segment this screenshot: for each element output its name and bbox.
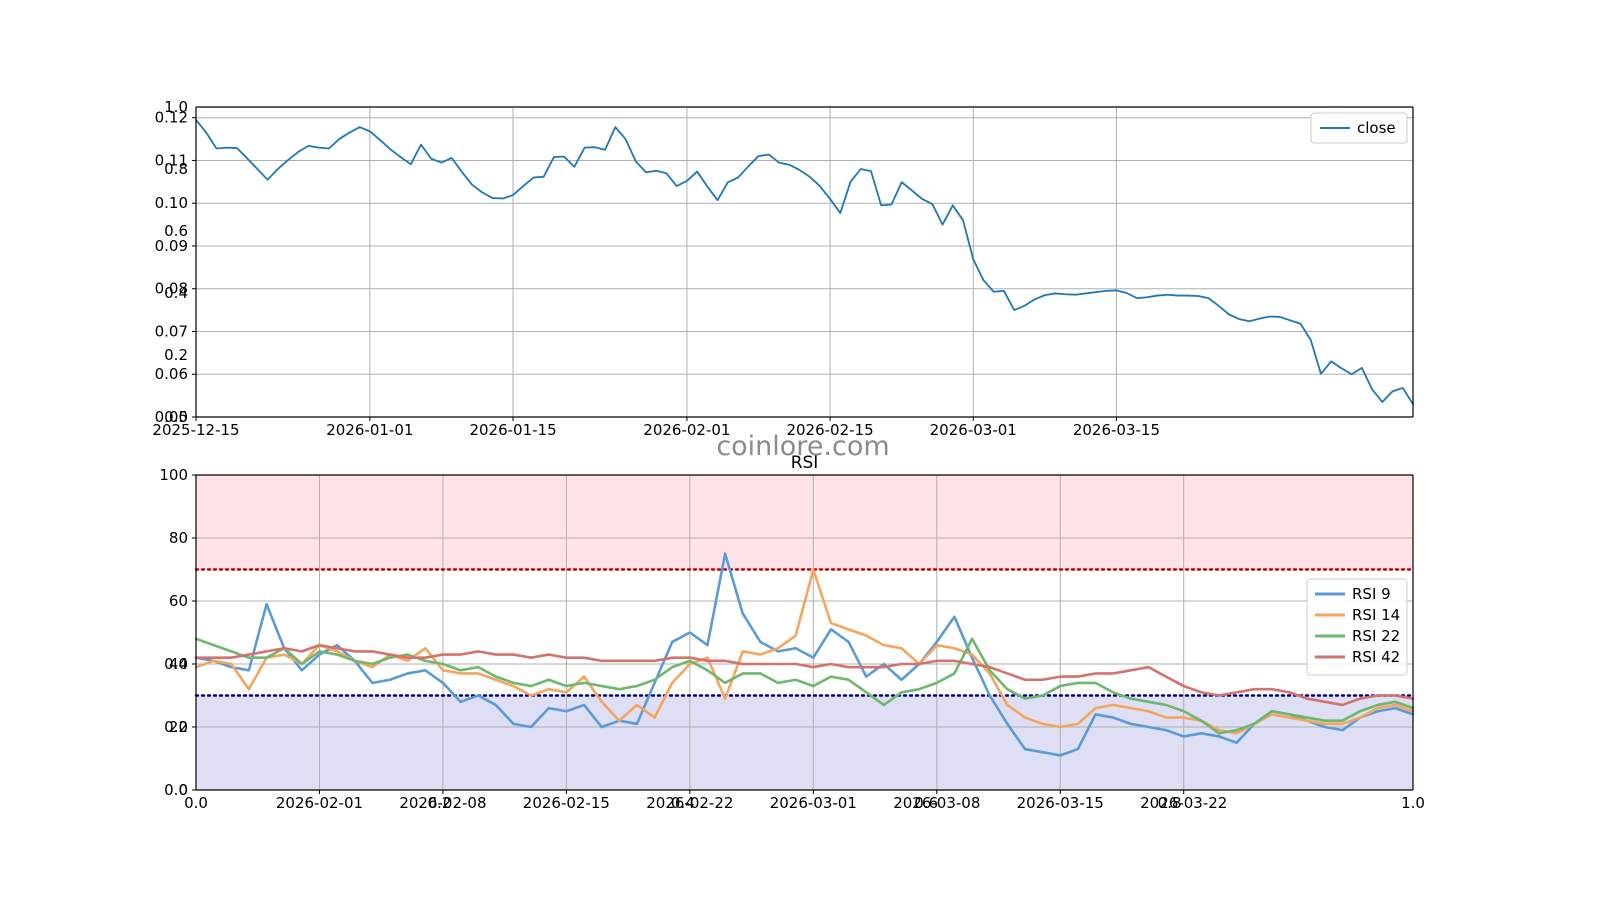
rsi-series-rsi-9 [194, 552, 1415, 757]
rsi-legend: RSI 9 RSI 14 RSI 22 RSI 42 [1306, 578, 1408, 676]
price-ytick-label: 0.10 [155, 194, 188, 212]
rsi-xtick-label: 2026-02-01 [276, 794, 363, 812]
price-ytick-overlay-label: 0.6 [164, 222, 188, 240]
rsi-overbought-band [196, 475, 1413, 570]
price-xtick-label: 2026-02-15 [786, 421, 873, 439]
price-ytick-overlay-label: 0.4 [164, 284, 188, 302]
price-plot-area [196, 107, 1413, 417]
price-chart-panel: 0.05 0.06 0.07 0.08 0.09 0.10 0.11 0.12 0.0 0.2 0.… [152, 98, 1414, 439]
rsi-xtick-overlay-label: 1.0 [1401, 794, 1425, 812]
price-ytick-label: 0.11 [155, 151, 188, 169]
rsi-ytick-overlay-label: 0.0 [164, 781, 188, 799]
rsi-legend-label-0: RSI 9 [1352, 585, 1391, 603]
price-ytick-label: 0.12 [155, 109, 188, 127]
price-legend-label: close [1357, 119, 1396, 137]
rsi-xtick-label: 2026-03-15 [1017, 794, 1104, 812]
rsi-series-rsi-42 [194, 643, 1415, 707]
rsi-ytick-label: 60 [169, 592, 188, 610]
rsi-ytick-overlay-label: 0.4 [164, 655, 188, 673]
rsi-xtick-label: 2026-02-08 [399, 794, 486, 812]
rsi-ytick-overlay-label: 0.2 [164, 718, 188, 736]
rsi-legend-label-1: RSI 14 [1352, 606, 1400, 624]
price-xtick-label: 2026-01-01 [326, 421, 413, 439]
price-ytick-overlay-label: 0.2 [164, 346, 188, 364]
rsi-ytick-label: 0 [178, 781, 188, 799]
price-xtick-label: 2026-01-15 [469, 421, 556, 439]
price-ytick-overlay-label: 0.8 [164, 160, 188, 178]
price-ytick-overlay-label: 1.0 [164, 98, 188, 116]
watermark-label: coinlore.com [716, 431, 889, 462]
price-ytick-label: 0.09 [155, 237, 188, 255]
rsi-xtick-overlay-label: 0.6 [914, 794, 938, 812]
price-series-close [195, 118, 1414, 406]
price-ytick-label: 0.08 [155, 280, 188, 298]
rsi-ytick-label: 100 [159, 466, 188, 484]
price-xtick-label: 2026-03-01 [930, 421, 1017, 439]
rsi-chart-panel: 0 20 40 60 80 100 0.0 0.2 0.4 2026-02-01 2026-02-0… [159, 453, 1425, 812]
rsi-legend-label-3: RSI 42 [1352, 648, 1400, 666]
rsi-oversold-band [196, 695, 1413, 790]
rsi-xtick-overlay-label: 0.0 [184, 794, 208, 812]
price-ytick-label: 0.07 [155, 322, 188, 340]
price-ytick-overlay-label: 0.0 [164, 408, 188, 426]
price-legend-box [1310, 112, 1408, 144]
rsi-xtick-overlay-label: 0.8 [1158, 794, 1182, 812]
rsi-xtick-label: 2026-02-22 [646, 794, 733, 812]
price-xtick-label: 2026-03-15 [1073, 421, 1160, 439]
rsi-xtick-overlay-label: 0.4 [671, 794, 695, 812]
rsi-xtick-overlay-label: 0.2 [427, 794, 451, 812]
rsi-xtick-label: 2026-03-22 [1140, 794, 1227, 812]
price-xtick-label: 2026-02-01 [643, 421, 730, 439]
rsi-xtick-label: 2026-03-01 [770, 794, 857, 812]
rsi-ytick-label: 80 [169, 529, 188, 547]
rsi-xtick-label: 2026-02-15 [523, 794, 610, 812]
rsi-ytick-label: 40 [169, 655, 188, 673]
price-ytick-label: 0.05 [155, 408, 188, 426]
rsi-ytick-label: 20 [169, 718, 188, 736]
rsi-chart-title: RSI [791, 453, 819, 473]
price-legend: close [1310, 112, 1408, 144]
price-xtick-label: 2025-12-15 [152, 421, 239, 439]
rsi-legend-box [1306, 578, 1408, 676]
rsi-legend-label-2: RSI 22 [1352, 627, 1400, 645]
rsi-xtick-label: 2026-03-08 [893, 794, 980, 812]
price-ytick-label: 0.06 [155, 365, 188, 383]
